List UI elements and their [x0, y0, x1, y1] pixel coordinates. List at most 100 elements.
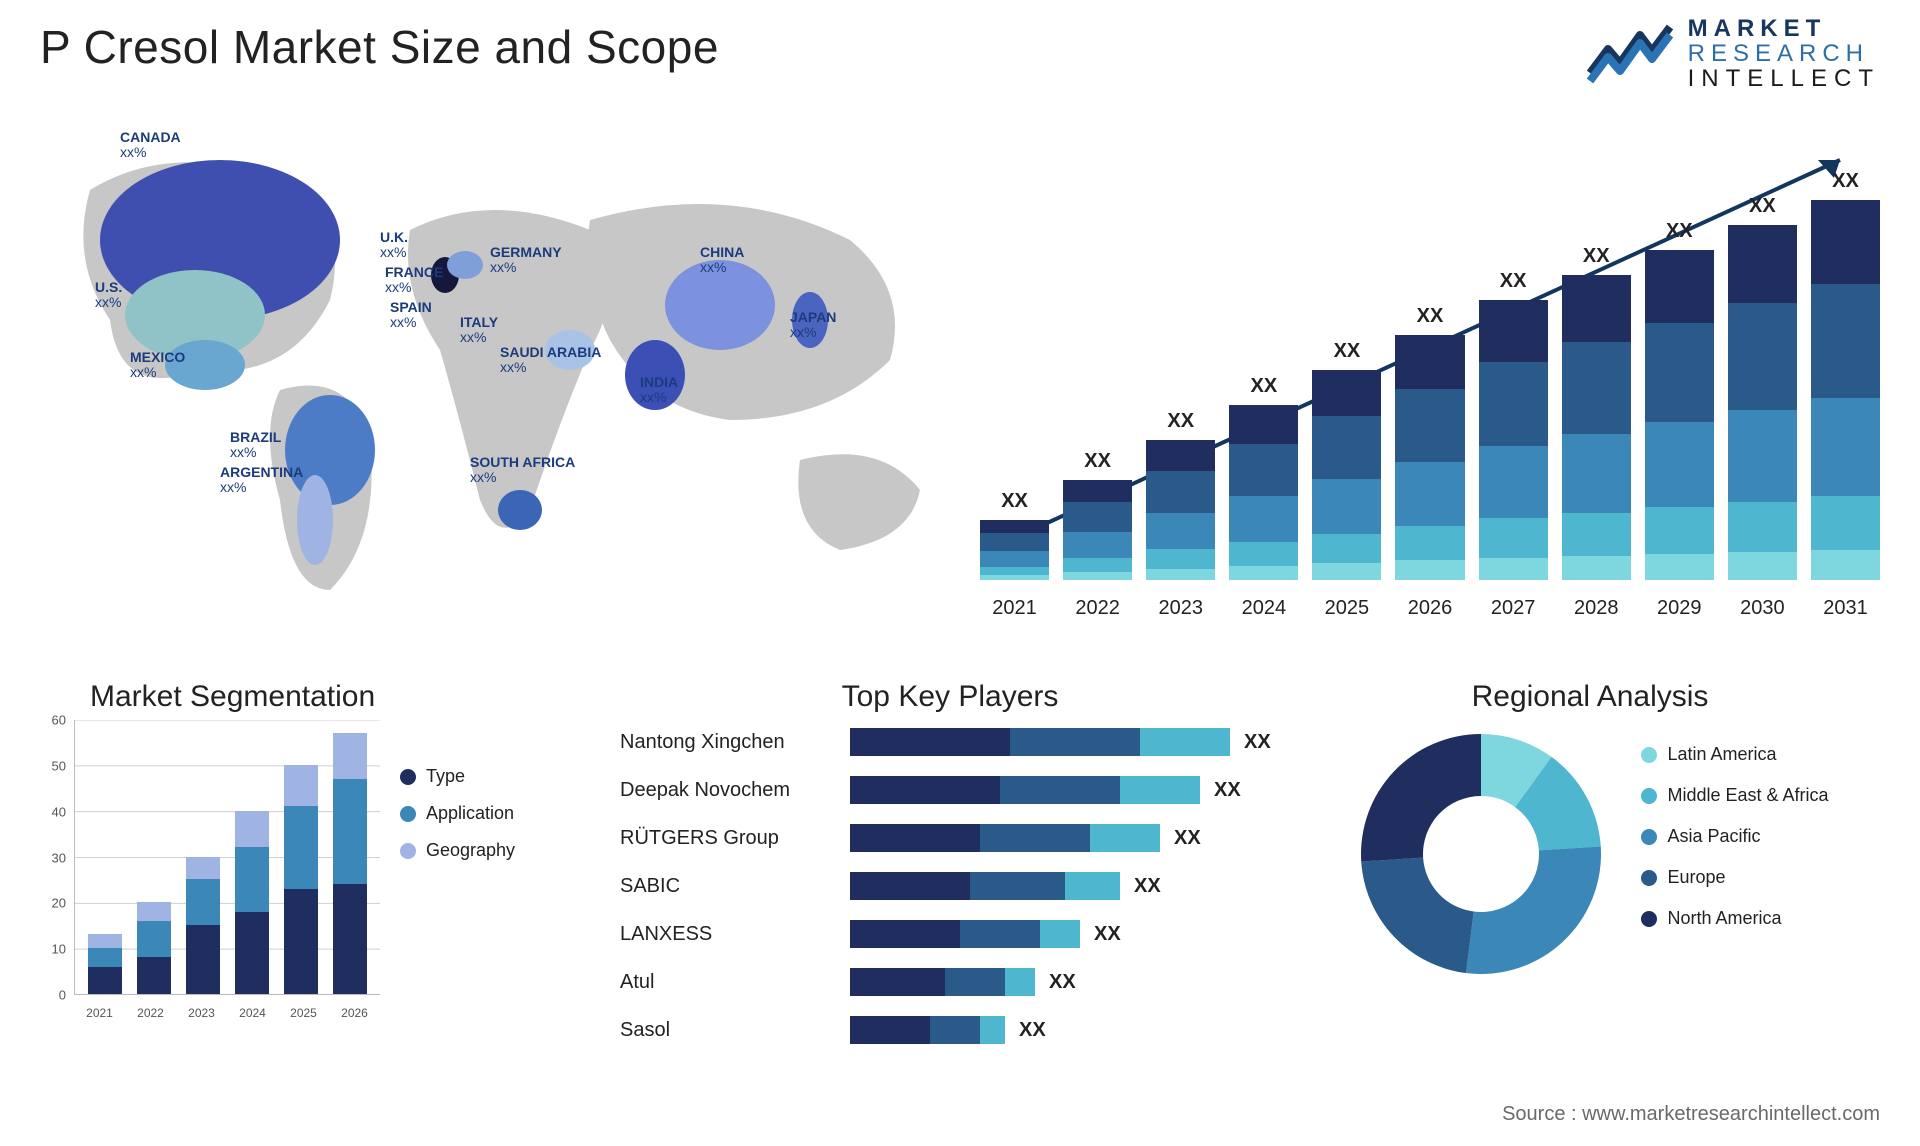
growth-bar: XX — [1229, 405, 1298, 580]
player-name: LANXESS — [620, 923, 850, 946]
player-row: Nantong XingchenXX — [620, 720, 1280, 764]
map-label: INDIAxx% — [640, 375, 678, 406]
player-value: XX — [1049, 971, 1076, 994]
player-bar — [850, 872, 1120, 900]
map-label: SOUTH AFRICAxx% — [470, 455, 575, 486]
player-row: Atul XX — [620, 960, 1280, 1004]
map-label: MEXICOxx% — [130, 350, 185, 381]
map-label: BRAZILxx% — [230, 430, 281, 461]
growth-bar: XX — [1645, 250, 1714, 580]
donut-slice — [1466, 846, 1601, 974]
player-value: XX — [1094, 923, 1121, 946]
map-label: U.K.xx% — [380, 230, 408, 261]
map-label: U.S.xx% — [95, 280, 122, 311]
growth-bar: XX — [1479, 300, 1548, 580]
segmentation-bar — [333, 733, 367, 994]
player-name: Deepak Novochem — [620, 779, 850, 802]
segmentation-bar — [137, 902, 171, 994]
segmentation-bar — [186, 857, 220, 994]
legend-item: North America — [1641, 908, 1828, 929]
growth-year-label: 2030 — [1728, 597, 1797, 620]
players-bars: Nantong XingchenXXDeepak NovochemXXRÜTGE… — [620, 720, 1280, 1052]
growth-bar-value: XX — [1728, 195, 1797, 218]
logo-line3: INTELLECT — [1688, 66, 1880, 91]
regional-legend: Latin America Middle East & Africa Asia Pa… — [1641, 724, 1828, 949]
growth-bar-value: XX — [1811, 170, 1880, 193]
player-name: Sasol — [620, 1019, 850, 1042]
map-label: SAUDI ARABIAxx% — [500, 345, 601, 376]
map-label: JAPANxx% — [790, 310, 836, 341]
growth-year-label: 2027 — [1479, 597, 1548, 620]
growth-bar: XX — [1146, 440, 1215, 580]
segmentation-year-label: 2023 — [188, 1006, 215, 1020]
source-line: Source : www.marketresearchintellect.com — [1502, 1103, 1880, 1126]
map-label: ITALYxx% — [460, 315, 498, 346]
segmentation-legend: TypeApplicationGeography — [400, 750, 515, 877]
legend-item: Asia Pacific — [1641, 826, 1828, 847]
growth-year-label: 2026 — [1395, 597, 1464, 620]
regional-title: Regional Analysis — [1300, 680, 1880, 714]
brand-logo: MARKET RESEARCH INTELLECT — [1586, 16, 1880, 92]
map-label: SPAINxx% — [390, 300, 432, 331]
growth-bar-value: XX — [1229, 375, 1298, 398]
segmentation-year-label: 2024 — [239, 1006, 266, 1020]
map-label: ARGENTINAxx% — [220, 465, 303, 496]
donut-slice — [1361, 734, 1481, 862]
map-label: GERMANYxx% — [490, 245, 562, 276]
segmentation-panel: Market Segmentation 0102030405060 202120… — [30, 680, 590, 1080]
legend-item: Latin America — [1641, 744, 1828, 765]
segmentation-year-label: 2026 — [341, 1006, 368, 1020]
map-label: CANADAxx% — [120, 130, 181, 161]
page-title: P Cresol Market Size and Scope — [40, 20, 719, 74]
growth-bar-value: XX — [1146, 410, 1215, 433]
logo-line2: RESEARCH — [1688, 41, 1880, 66]
growth-bar-value: XX — [1395, 305, 1464, 328]
logo-line1: MARKET — [1688, 16, 1880, 41]
player-row: Deepak NovochemXX — [620, 768, 1280, 812]
segmentation-year-label: 2022 — [137, 1006, 164, 1020]
growth-bar: XX — [1312, 370, 1381, 580]
player-name: RÜTGERS Group — [620, 827, 850, 850]
growth-year-label: 2023 — [1146, 597, 1215, 620]
players-title: Top Key Players — [620, 680, 1280, 714]
growth-bar: XX — [1562, 275, 1631, 580]
segmentation-title: Market Segmentation — [90, 680, 590, 714]
growth-year-label: 2029 — [1645, 597, 1714, 620]
legend-item: Europe — [1641, 867, 1828, 888]
player-value: XX — [1174, 827, 1201, 850]
growth-bar-value: XX — [1562, 245, 1631, 268]
player-bar — [850, 728, 1230, 756]
segmentation-bar — [284, 765, 318, 994]
growth-bar-value: XX — [1063, 450, 1132, 473]
growth-bar: XX — [980, 520, 1049, 580]
segmentation-year-label: 2021 — [86, 1006, 113, 1020]
player-name: Atul — [620, 971, 850, 994]
growth-bar: XX — [1063, 480, 1132, 580]
player-bar — [850, 776, 1200, 804]
growth-year-label: 2024 — [1229, 597, 1298, 620]
donut-slice — [1362, 858, 1474, 973]
player-bar — [850, 920, 1080, 948]
player-row: SABICXX — [620, 864, 1280, 908]
growth-bars: XXXXXXXXXXXXXXXXXXXXXX — [980, 140, 1880, 580]
segmentation-year-label: 2025 — [290, 1006, 317, 1020]
growth-bar: XX — [1395, 335, 1464, 580]
player-row: Sasol XX — [620, 1008, 1280, 1052]
growth-bar-value: XX — [1645, 220, 1714, 243]
regional-panel: Regional Analysis Latin America Middle Ea… — [1300, 680, 1880, 1080]
growth-bar-value: XX — [980, 490, 1049, 513]
legend-item: Middle East & Africa — [1641, 785, 1828, 806]
growth-chart-panel: XXXXXXXXXXXXXXXXXXXXXX 20212022202320242… — [980, 140, 1880, 620]
player-value: XX — [1019, 1019, 1046, 1042]
legend-item: Application — [400, 803, 515, 824]
segmentation-bar — [235, 811, 269, 994]
player-name: Nantong Xingchen — [620, 731, 850, 754]
growth-bar-value: XX — [1479, 270, 1548, 293]
player-bar — [850, 824, 1160, 852]
player-bar — [850, 1016, 1005, 1044]
player-name: SABIC — [620, 875, 850, 898]
player-row: LANXESS XX — [620, 912, 1280, 956]
legend-item: Type — [400, 766, 515, 787]
regional-donut-chart — [1351, 724, 1611, 984]
segmentation-bar — [88, 934, 122, 994]
